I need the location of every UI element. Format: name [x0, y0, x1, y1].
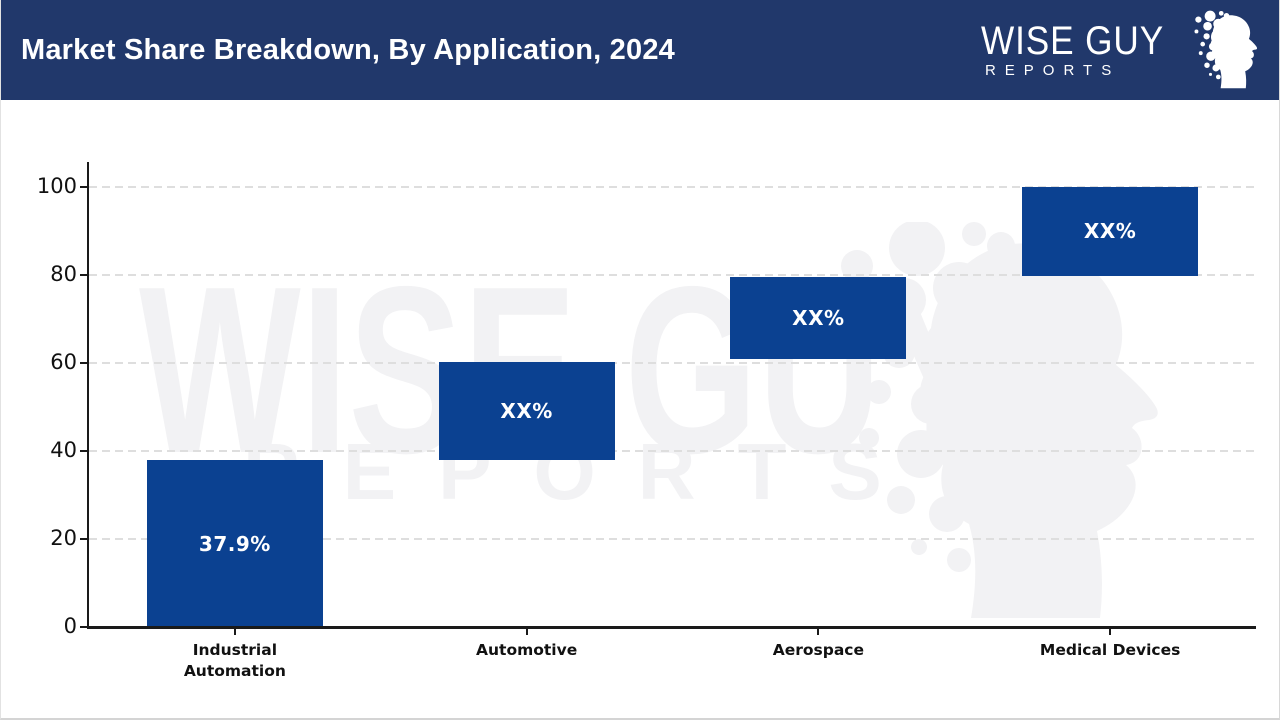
logo-wordmark-line1: WISE GUY: [980, 19, 1165, 63]
x-category-label-1: Automotive: [381, 640, 673, 661]
logo-head-icon: [1191, 7, 1269, 93]
y-tick-mark-60: [80, 362, 89, 364]
bar-value-label: XX%: [1083, 219, 1137, 244]
page-title: Market Share Breakdown, By Application, …: [21, 33, 675, 66]
y-tick-label-100: 100: [36, 174, 77, 198]
y-axis-line: [87, 162, 89, 629]
bar-industrial-automation: 37.9%: [146, 460, 323, 627]
bar-medical-devices: XX%: [1022, 187, 1199, 276]
x-category-label-2: Aerospace: [673, 640, 965, 661]
gridline-100: [89, 186, 1256, 188]
x-category-label-line: Aerospace: [772, 641, 865, 659]
y-tick-mark-100: [80, 186, 89, 188]
gridline-20: [89, 538, 1256, 540]
y-tick-label-80: 80: [50, 262, 77, 286]
bar-automotive: XX%: [438, 361, 615, 461]
y-tick-label-60: 60: [50, 350, 77, 374]
x-axis-line: [87, 626, 1256, 629]
gridline-40: [89, 450, 1256, 452]
y-tick-mark-80: [80, 274, 89, 276]
logo-wordmark-line2: REPORTS: [984, 62, 1121, 79]
y-tick-mark-0: [80, 626, 89, 628]
x-tick-mark-3: [1109, 628, 1112, 635]
bar-value-label: XX%: [792, 306, 845, 331]
x-category-label-line: Industrial: [192, 641, 278, 659]
x-tick-mark-2: [817, 628, 820, 635]
wise-guy-logo: WISE GUY REPORTS: [981, 7, 1269, 93]
x-tick-mark-1: [525, 628, 528, 635]
gridline-60: [89, 362, 1256, 364]
y-tick-label-20: 20: [50, 526, 77, 550]
x-category-label-line: Medical Devices: [1039, 641, 1181, 659]
x-category-label-3: Medical Devices: [964, 640, 1256, 661]
bar-value-label: XX%: [500, 398, 553, 423]
y-tick-mark-40: [80, 450, 89, 452]
gridline-80: [89, 274, 1256, 276]
x-category-label-line: Automotive: [476, 641, 578, 659]
x-category-label-line: Automation: [183, 662, 286, 680]
y-tick-label-0: 0: [63, 614, 77, 638]
bar-aerospace: XX%: [730, 277, 907, 360]
y-tick-label-40: 40: [50, 438, 77, 462]
x-tick-mark-0: [233, 628, 236, 635]
bar-value-label: 37.9%: [198, 531, 271, 556]
header: Market Share Breakdown, By Application, …: [1, 0, 1279, 100]
x-category-label-0: Industrial Automation: [89, 640, 381, 682]
y-tick-mark-20: [80, 538, 89, 540]
logo-wordmark: WISE GUY REPORTS: [981, 21, 1189, 79]
